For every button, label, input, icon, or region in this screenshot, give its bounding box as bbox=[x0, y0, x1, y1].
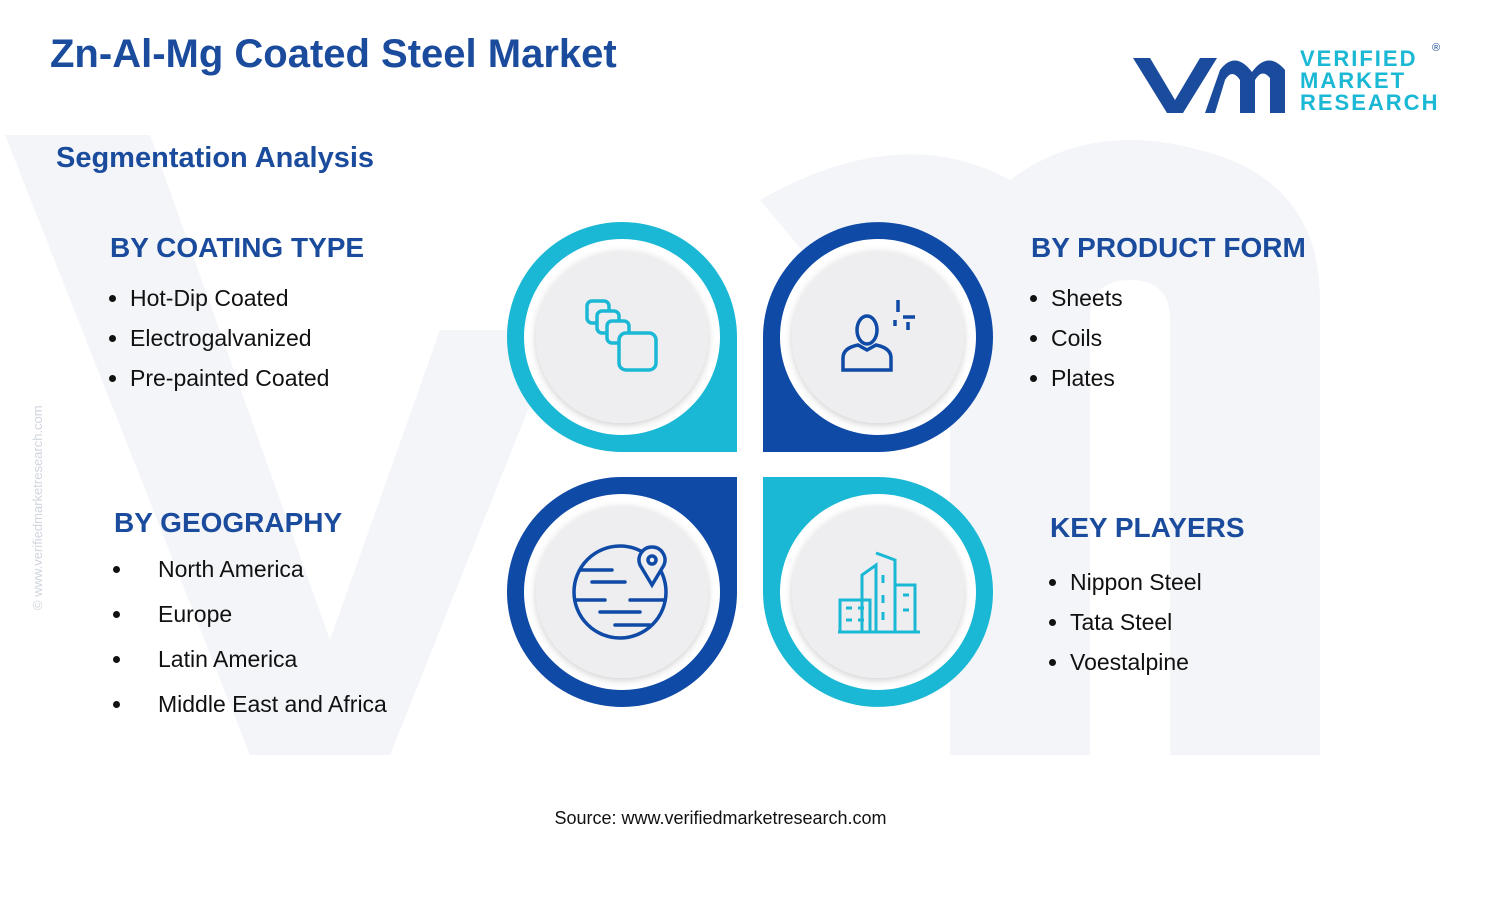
logo-line: MARKET bbox=[1300, 68, 1407, 93]
segment: BY COATING TYPE Hot-Dip Coated Electroga… bbox=[110, 232, 364, 421]
segment-title: BY PRODUCT FORM bbox=[1031, 232, 1306, 263]
segment-title: BY COATING TYPE bbox=[110, 232, 365, 263]
segment-list: North America Europe Latin America Middl… bbox=[114, 547, 387, 727]
watermark bbox=[760, 140, 1320, 755]
icon bbox=[572, 544, 668, 640]
segment-title: KEY PLAYERS bbox=[1050, 512, 1245, 543]
watermark bbox=[5, 135, 560, 755]
segment-title: BY GEOGRAPHY bbox=[114, 507, 343, 538]
icon bbox=[841, 300, 915, 372]
segment-list: Nippon Steel Tata Steel Voestalpine bbox=[1050, 562, 1245, 682]
segment-item: Voestalpine bbox=[1070, 642, 1245, 682]
segment-item: Sheets bbox=[1051, 278, 1306, 318]
segment-item: Plates bbox=[1051, 358, 1306, 398]
segment-item: Electrogalvanized bbox=[130, 318, 364, 358]
title: Zn-Al-Mg Coated Steel Market bbox=[50, 32, 617, 76]
segment-item: Hot-Dip Coated bbox=[130, 278, 364, 318]
segment-item: Coils bbox=[1051, 318, 1306, 358]
logo-mark bbox=[1205, 60, 1285, 113]
logo-mark bbox=[1133, 58, 1217, 113]
segment-item: Pre-painted Coated bbox=[130, 358, 364, 398]
logo-registered: ® bbox=[1432, 42, 1441, 54]
logo-text: VERIFIED MARKET RESEARCH bbox=[1300, 48, 1439, 114]
icon bbox=[585, 299, 658, 372]
segment-item: Middle East and Africa bbox=[134, 682, 387, 727]
segment-item: Tata Steel bbox=[1070, 602, 1245, 642]
segment-list: Hot-Dip Coated Electrogalvanized Pre-pai… bbox=[110, 278, 364, 398]
source: Source: www.verifiedmarketresearch.com bbox=[554, 808, 887, 828]
icon bbox=[838, 551, 920, 634]
segment: BY GEOGRAPHY North America Europe Latin … bbox=[114, 507, 387, 750]
segment: BY PRODUCT FORM Sheets Coils Plates bbox=[1031, 232, 1306, 421]
segment: KEY PLAYERS Nippon Steel Tata Steel Voes… bbox=[1050, 512, 1245, 705]
subtitle: Segmentation Analysis bbox=[56, 142, 375, 174]
segment-item: Latin America bbox=[134, 637, 387, 682]
segment-list: Sheets Coils Plates bbox=[1031, 278, 1306, 398]
logo-line: VERIFIED bbox=[1300, 46, 1418, 71]
segment-item: Nippon Steel bbox=[1070, 562, 1245, 602]
segment-item: North America bbox=[134, 547, 387, 592]
segment-item: Europe bbox=[134, 592, 387, 637]
logo-line: RESEARCH bbox=[1300, 90, 1440, 115]
side-text: © www.verifiedmarketresearch.com bbox=[30, 405, 45, 610]
